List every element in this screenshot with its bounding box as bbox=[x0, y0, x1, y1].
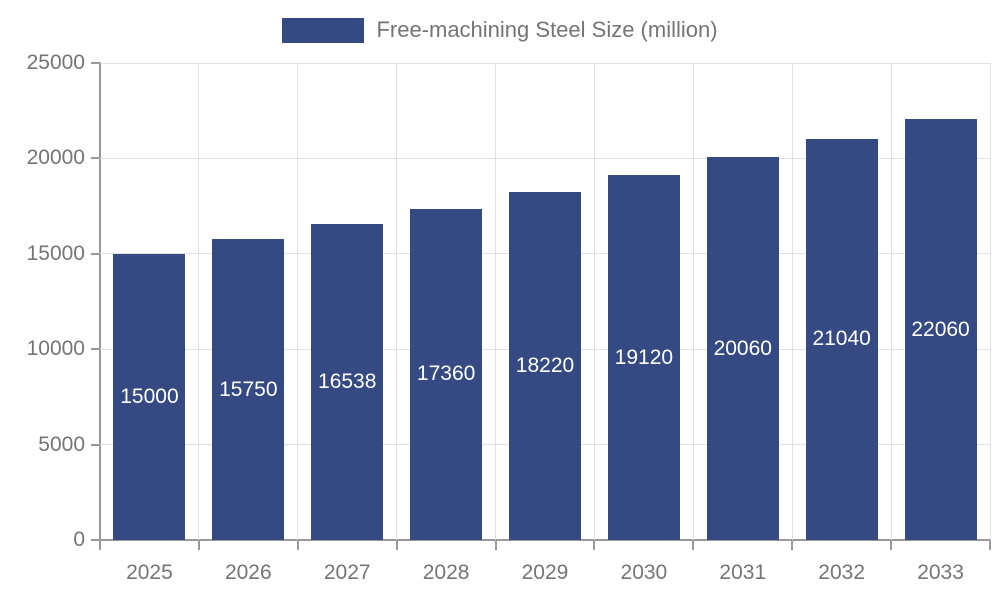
x-axis-label: 2031 bbox=[719, 561, 767, 584]
y-axis-label: 25000 bbox=[26, 51, 85, 74]
x-axis-tick bbox=[890, 540, 893, 550]
legend-swatch bbox=[282, 17, 365, 43]
x-gridline bbox=[495, 63, 497, 540]
x-axis-tick bbox=[989, 540, 991, 550]
bar-value-label: 19120 bbox=[614, 345, 674, 369]
y-axis-label: 15000 bbox=[26, 241, 85, 265]
x-gridline bbox=[297, 63, 299, 540]
y-axis-label: 0 bbox=[73, 528, 85, 551]
bar-value-label: 15000 bbox=[120, 384, 179, 408]
bar[interactable] bbox=[311, 224, 384, 540]
y-axis-line bbox=[99, 62, 101, 540]
y-gridline bbox=[100, 157, 990, 159]
y-axis-tick bbox=[91, 348, 99, 351]
x-gridline bbox=[989, 63, 991, 540]
x-axis-tick bbox=[296, 540, 299, 550]
bar[interactable] bbox=[113, 253, 186, 540]
x-axis-line bbox=[99, 539, 990, 541]
x-axis-label: 2028 bbox=[422, 561, 470, 584]
x-axis-tick bbox=[692, 540, 695, 550]
bar-value-label: 15750 bbox=[219, 377, 278, 401]
x-axis-label: 2027 bbox=[323, 561, 371, 584]
legend[interactable]: Free-machining Steel Size (million) bbox=[0, 15, 1000, 45]
y-axis-label: 10000 bbox=[26, 337, 85, 361]
x-axis-tick bbox=[197, 540, 200, 550]
x-gridline bbox=[396, 63, 398, 540]
bar[interactable] bbox=[509, 192, 581, 540]
x-axis-tick bbox=[395, 540, 398, 550]
bar-value-label: 21040 bbox=[812, 327, 871, 351]
x-axis-label: 2030 bbox=[620, 561, 668, 584]
bar[interactable] bbox=[212, 239, 285, 540]
bar[interactable] bbox=[706, 157, 779, 540]
bar[interactable] bbox=[805, 138, 878, 540]
x-axis-label: 2026 bbox=[224, 561, 272, 584]
bar[interactable] bbox=[410, 208, 483, 540]
bar-value-label: 18220 bbox=[515, 354, 575, 378]
x-axis-label: 2029 bbox=[521, 561, 569, 584]
legend-label: Free-machining Steel Size (million) bbox=[376, 17, 718, 42]
x-axis-tick bbox=[593, 540, 596, 550]
x-gridline bbox=[692, 63, 694, 540]
x-gridline bbox=[791, 63, 793, 540]
bar[interactable] bbox=[904, 119, 977, 540]
bar-value-label: 17360 bbox=[416, 362, 476, 386]
x-gridline bbox=[593, 63, 595, 540]
y-gridline bbox=[100, 62, 990, 64]
y-axis-tick bbox=[91, 157, 99, 160]
x-axis-label: 2025 bbox=[126, 561, 173, 584]
y-axis-tick bbox=[91, 539, 99, 541]
bar-value-label: 22060 bbox=[911, 317, 970, 341]
x-gridline bbox=[198, 63, 200, 540]
x-axis-tick bbox=[494, 540, 497, 550]
bar-value-label: 20060 bbox=[713, 336, 772, 360]
y-axis-tick bbox=[91, 443, 99, 446]
y-axis-label: 20000 bbox=[26, 146, 85, 170]
x-axis-tick bbox=[791, 540, 794, 550]
x-gridline bbox=[890, 63, 892, 540]
x-axis-label: 2033 bbox=[917, 561, 964, 584]
x-axis-tick bbox=[99, 540, 101, 550]
y-axis-tick bbox=[91, 252, 99, 255]
y-axis-tick bbox=[91, 62, 99, 64]
bar[interactable] bbox=[607, 175, 680, 540]
y-axis-label: 5000 bbox=[38, 432, 85, 456]
x-axis-label: 2032 bbox=[818, 561, 866, 584]
bar-value-label: 16538 bbox=[318, 370, 377, 394]
